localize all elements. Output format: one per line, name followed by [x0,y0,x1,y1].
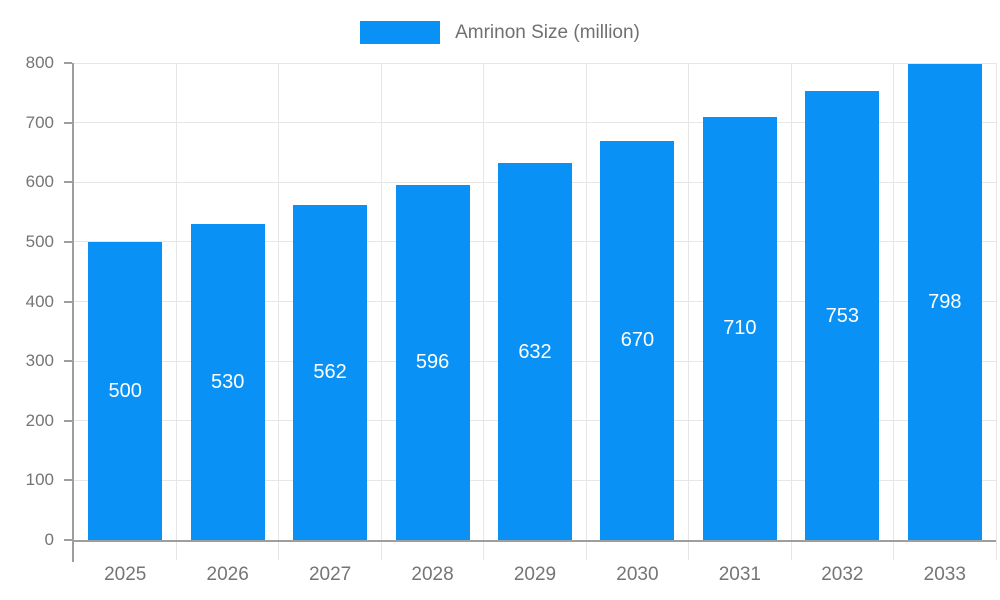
y-axis-tick [64,62,72,64]
bar [190,223,265,540]
gridline-horizontal [74,122,996,124]
x-axis-tick-label: 2032 [821,564,864,585]
x-axis-line [72,540,996,542]
x-axis-tick-label: 2033 [923,564,966,585]
gridline-horizontal [74,62,996,64]
y-axis-tick-label: 800 [25,53,54,72]
x-axis-tick-label: 2031 [718,564,762,585]
y-axis-tick-label: 700 [25,112,54,132]
bar-value-label: 632 [518,340,552,363]
y-axis-line [72,63,74,562]
y-axis-tick-label: 300 [25,351,54,371]
gridline-vertical [175,63,177,560]
gridline-vertical [995,63,997,560]
bar [395,184,470,540]
x-axis-tick-label: 2026 [206,564,249,585]
y-axis-tick [64,181,72,184]
legend-swatch [360,20,441,44]
gridline-vertical [790,63,792,560]
y-axis-tick-label: 0 [44,530,54,549]
bar [88,241,163,540]
bar-value-label: 798 [928,291,962,314]
bar-value-label: 530 [210,370,245,393]
gridline-vertical [380,63,382,560]
legend-label: Amrinon Size (million) [455,21,640,43]
bar [498,163,572,540]
bar-value-label: 670 [620,329,655,352]
y-axis-tick [64,240,72,243]
x-axis-tick-label: 2030 [616,564,659,585]
bar [600,140,675,540]
gridline-vertical [688,63,690,560]
bar-value-label: 562 [313,361,347,384]
x-axis-tick-label: 2029 [513,564,557,585]
x-axis-tick-label: 2028 [411,564,454,585]
y-axis-tick-label: 100 [25,470,54,490]
y-axis-tick [64,479,72,482]
y-axis-tick-label: 600 [25,172,54,192]
gridline-vertical [278,63,280,560]
y-axis-tick-label: 500 [25,231,54,251]
gridline-vertical [483,63,485,560]
y-axis-tick-label: 200 [25,410,54,430]
y-axis-tick [64,360,72,363]
bar-value-label: 596 [415,351,450,374]
x-axis-tick-label: 2025 [104,564,147,585]
y-axis-tick [64,300,72,303]
legend[interactable]: Amrinon Size (million) [0,18,1000,46]
bar [293,204,368,540]
bar [805,91,880,540]
y-axis-tick-label: 400 [25,291,54,311]
bar-value-label: 500 [108,379,142,402]
bar-value-label: 753 [825,304,860,327]
gridline-vertical [893,63,895,560]
x-axis-tick-label: 2027 [308,564,352,585]
y-axis-tick [64,539,72,541]
bar-value-label: 710 [723,317,757,340]
bar [907,64,982,540]
gridline-vertical [585,63,587,560]
y-axis-tick [64,121,72,124]
bar [702,116,777,540]
y-axis-tick [64,419,72,422]
